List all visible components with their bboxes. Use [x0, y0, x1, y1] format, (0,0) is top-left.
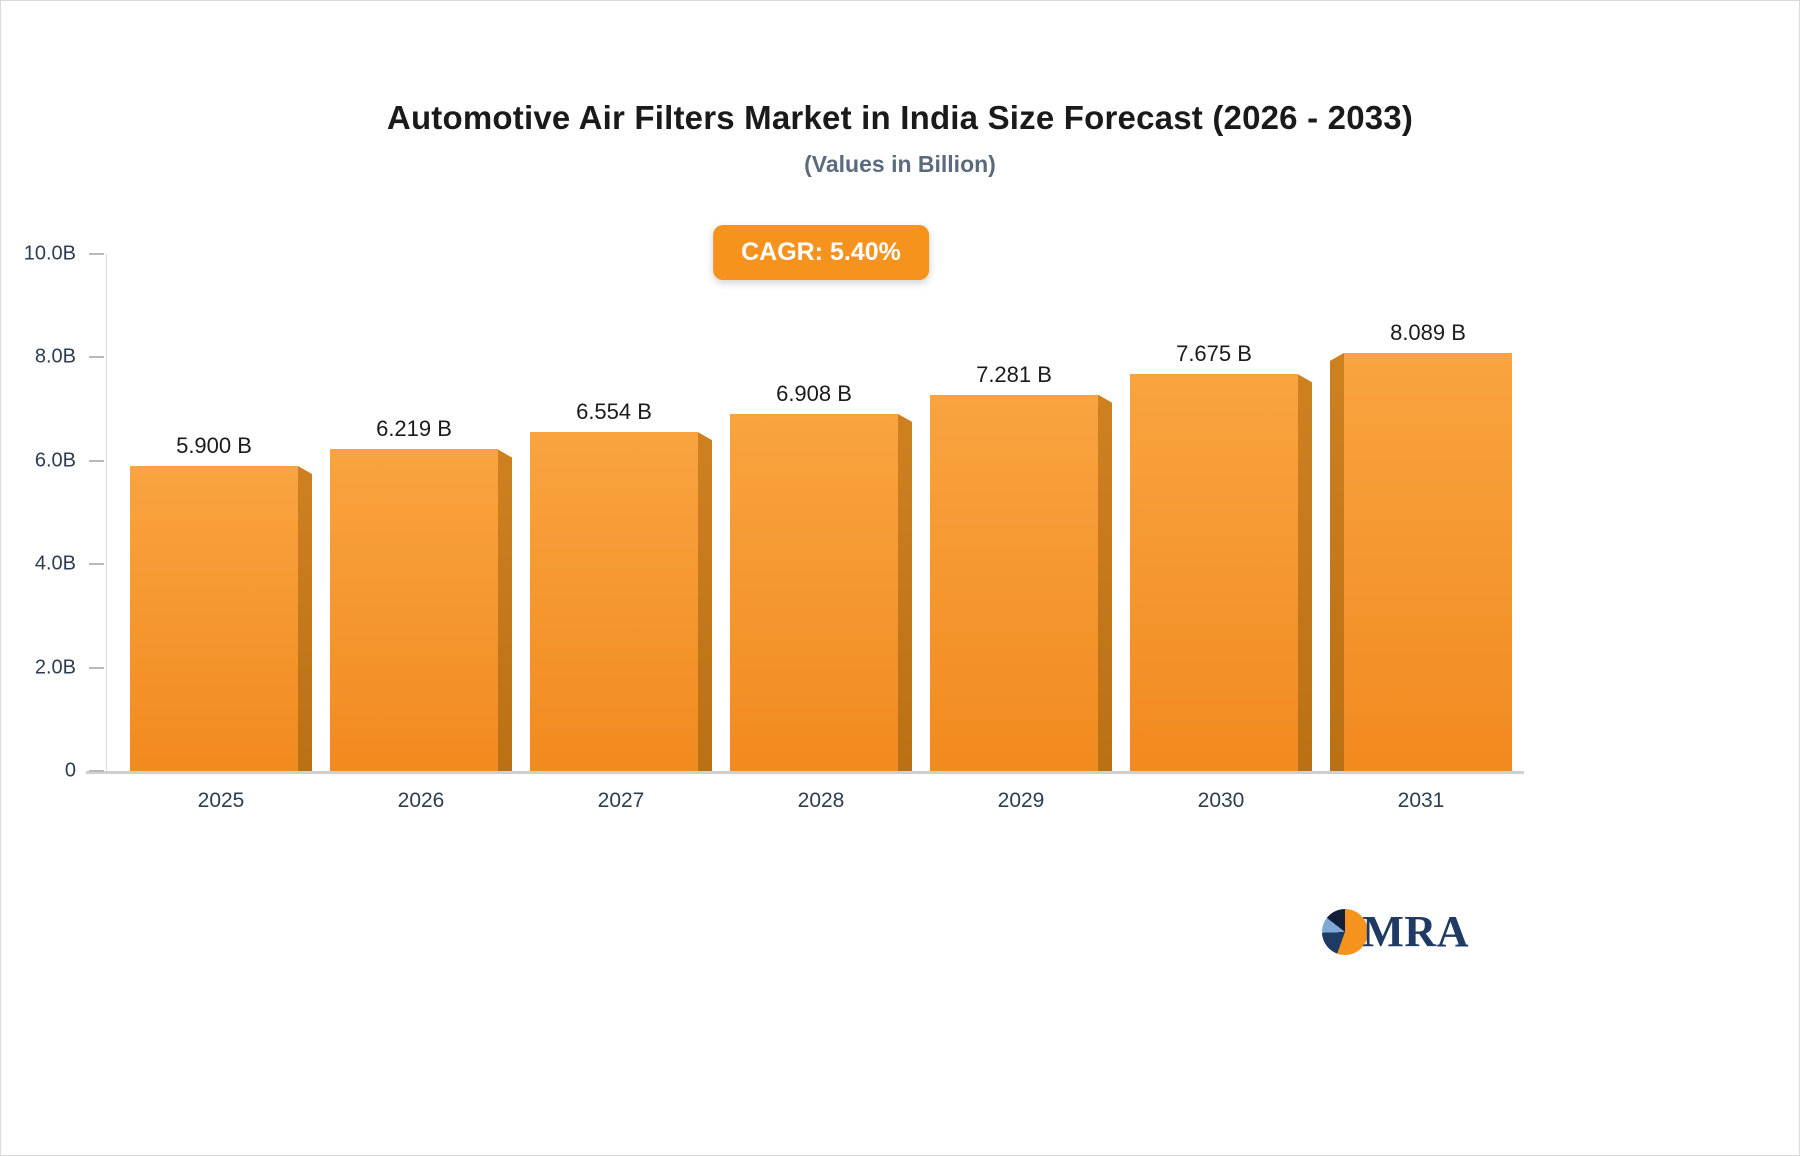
bar-value-label: 6.908 B [776, 380, 852, 406]
bar-value-label: 6.554 B [576, 399, 652, 425]
bar [130, 254, 312, 771]
mra-logo-text: MRA [1362, 907, 1469, 956]
y-tick-mark [89, 563, 104, 566]
bar [330, 254, 512, 771]
y-tick-mark [89, 770, 104, 772]
x-tick-label: 2030 [1197, 789, 1245, 812]
cagr-badge: CAGR: 5.40% [713, 225, 929, 280]
x-tick-label: 2025 [197, 789, 245, 812]
bar-value-label: 6.219 B [376, 416, 452, 442]
bar-face [330, 449, 498, 771]
bar-shadow-side [1098, 394, 1112, 771]
bar-face [930, 394, 1098, 771]
y-tick-label: 8.0B [34, 345, 76, 368]
bar [930, 254, 1112, 771]
y-tick-label: 2.0B [34, 656, 76, 679]
x-tick-label: 2026 [397, 789, 445, 812]
x-tick-label: 2031 [1397, 789, 1445, 812]
bar [1330, 254, 1512, 771]
bar-shadow-side [698, 432, 712, 771]
y-tick-mark [89, 459, 104, 462]
y-tick-label: 6.0B [34, 449, 76, 472]
x-axis-baseline [86, 771, 1524, 774]
bar [530, 254, 712, 771]
y-axis-line [106, 254, 107, 772]
y-tick-mark [89, 356, 104, 359]
chart-subtitle: (Values in Billion) [804, 151, 996, 177]
bar-value-label: 8.089 B [1390, 319, 1466, 345]
bar-shadow-side [298, 465, 312, 771]
x-tick-label: 2028 [797, 789, 845, 812]
bar-face [730, 413, 898, 771]
y-tick-label: 0 [64, 759, 76, 782]
bar-value-label: 7.281 B [976, 361, 1052, 387]
chart-title: Automotive Air Filters Market in India S… [386, 99, 1414, 136]
bar-value-label: 7.675 B [1176, 341, 1252, 367]
x-tick-label: 2027 [597, 789, 645, 812]
y-tick-label: 4.0B [34, 552, 76, 575]
bar-shadow-side [1298, 374, 1312, 771]
y-tick-label: 10.0B [23, 242, 76, 265]
bar [730, 254, 912, 771]
mra-logo-icon [1322, 908, 1369, 955]
x-tick-label: 2029 [997, 789, 1045, 812]
bar-face [1344, 352, 1512, 771]
bar-face [130, 465, 298, 771]
bar [1130, 254, 1312, 771]
mra-logo: MRA [1322, 906, 1469, 957]
bar-value-label: 5.900 B [176, 432, 252, 458]
y-tick-mark [89, 666, 104, 669]
bar-shadow-side [1330, 352, 1344, 771]
y-tick-mark [89, 253, 104, 255]
bar-face [1130, 374, 1298, 771]
bar-shadow-side [498, 449, 512, 771]
bar-shadow-side [898, 413, 912, 771]
bar-face [530, 432, 698, 771]
